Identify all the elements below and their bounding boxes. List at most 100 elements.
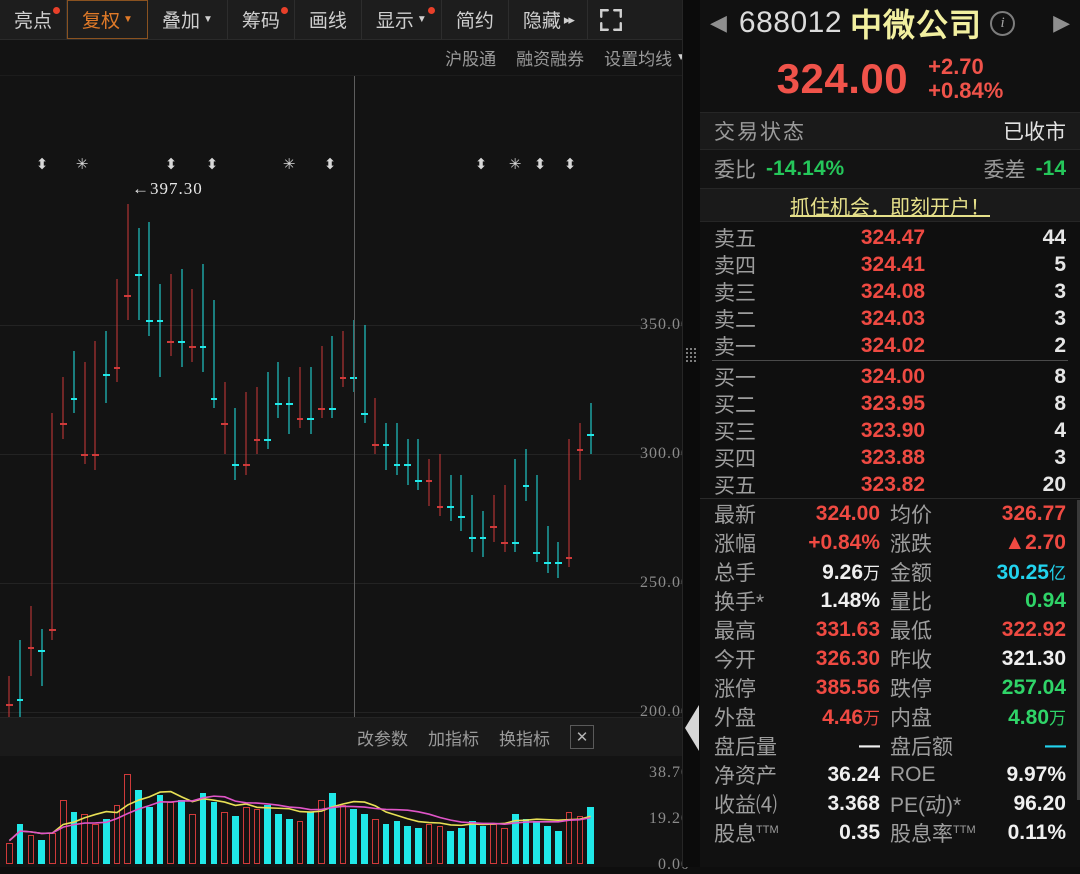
chart-event-marker-icon[interactable]: ✳ (75, 156, 89, 173)
double-arrow-right-icon: ▸▸ (563, 11, 575, 27)
toolbar-button-2[interactable]: 叠加 ▼ (148, 0, 228, 39)
crosshair-vertical (353, 76, 355, 717)
subbar-item-1[interactable]: 融资融券 (516, 45, 584, 70)
order-book-row-bid[interactable]: 买二 323.95 8 (700, 390, 1080, 417)
vertical-scrollbar[interactable] (1077, 500, 1080, 800)
chart-event-marker-icon[interactable]: ⬍ (474, 156, 488, 173)
toolbar-button-1[interactable]: 复权 ▼ (67, 0, 148, 39)
candlestick (587, 402, 594, 455)
chart-event-marker-icon[interactable]: ⬍ (533, 156, 547, 173)
order-book-level-label: 卖三 (714, 281, 756, 305)
subbar-item-2[interactable]: 设置均线▼ (604, 45, 686, 70)
add-indicator-button[interactable]: 加指标 (428, 729, 479, 749)
stats-label: 盘后量 (714, 735, 777, 759)
candle-body (70, 397, 78, 400)
order-book-row-ask[interactable]: 卖二 324.03 3 (700, 305, 1080, 332)
toolbar-button-3[interactable]: 筹码 (228, 0, 295, 39)
volume-axis-label: 38.70 (649, 763, 690, 781)
candle-wick (267, 371, 269, 450)
chart-event-marker-icon[interactable]: ⬍ (164, 156, 178, 173)
candle-wick (51, 413, 53, 640)
candle-body (511, 541, 519, 544)
order-book-level-label: 买三 (714, 420, 756, 444)
order-book-row-ask[interactable]: 卖一 324.02 2 (700, 332, 1080, 359)
candle-body (501, 541, 508, 544)
stats-label: 收益⑷ (714, 793, 777, 817)
subbar-item-0[interactable]: 沪股通 (445, 45, 496, 70)
candle-wick (41, 629, 43, 686)
chart-toolbar: 亮点 复权 ▼ 叠加 ▼ 筹码 画线 显示 ▼ 简约 隐藏 ▸▸ (0, 0, 700, 40)
candlestick (221, 382, 228, 455)
prev-arrow-icon[interactable]: ◀ (710, 10, 727, 35)
candle-wick (547, 526, 549, 573)
chart-event-marker-icon[interactable]: ✳ (282, 156, 296, 173)
chart-event-marker-icon[interactable]: ⬍ (563, 156, 577, 173)
toolbar-button-7[interactable]: 隐藏 ▸▸ (509, 0, 588, 39)
candlestick (102, 330, 110, 403)
candlestick (382, 423, 390, 470)
candle-body (458, 515, 465, 518)
price-axis-label: 350.00 (640, 316, 690, 334)
candlestick (16, 639, 24, 717)
volume-bar (587, 806, 594, 864)
order-book-row-ask[interactable]: 卖五 324.47 44 (700, 224, 1080, 251)
stats-value: +0.84% (808, 530, 880, 554)
order-book-row-bid[interactable]: 买三 323.90 4 (700, 417, 1080, 444)
chart-event-marker-icon[interactable]: ⬍ (323, 156, 337, 173)
stats-cell: 量比 0.94 (890, 586, 1066, 616)
toolbar-button-4[interactable]: 画线 (295, 0, 362, 39)
candle-wick (374, 397, 376, 455)
candlestick (565, 438, 573, 568)
order-book-row-bid[interactable]: 买一 324.00 8 (700, 363, 1080, 390)
order-book-row-ask[interactable]: 卖四 324.41 5 (700, 251, 1080, 278)
stats-cell: 最新 324.00 (714, 499, 890, 529)
candle-body (565, 557, 573, 560)
splitter-grip-icon[interactable] (686, 348, 698, 362)
candlestick-chart[interactable]: 350.00 300.00 250.00 200.00 ⬍ ✳ ⬍ ⬍ ✳ ⬍ ⬍ ✳ ⬍ ⬍ ←397.… (0, 76, 700, 717)
chart-event-marker-icon[interactable]: ⬍ (205, 156, 219, 173)
candlestick (232, 407, 239, 480)
volume-indicator-panel[interactable]: 改参数 加指标 换指标 ✕ 38.70 19.20 0.00 (0, 717, 700, 873)
chart-event-marker-icon[interactable]: ⬍ (35, 156, 49, 173)
candle-wick (579, 423, 581, 480)
open-account-promo-link[interactable]: 抓住机会，即刻开户！ (700, 188, 1080, 222)
candle-wick (245, 392, 247, 475)
collapse-arrow-icon[interactable] (685, 705, 699, 751)
candle-wick (202, 263, 204, 372)
candle-body (382, 443, 390, 446)
toolbar-button-6[interactable]: 简约 (442, 0, 509, 39)
stats-value: 0.11% (1007, 820, 1066, 844)
quote-panel: ◀ 688012 中微公司 i ▶ 324.00 +2.70 +0.84% 交易… (700, 0, 1080, 867)
next-arrow-icon[interactable]: ▶ (1053, 10, 1070, 35)
close-icon[interactable]: ✕ (570, 725, 594, 749)
fullscreen-icon[interactable] (588, 0, 634, 39)
stats-value: — (859, 733, 880, 757)
order-book-row-bid[interactable]: 买五 323.82 20 (700, 471, 1080, 498)
stats-label: 均价 (890, 503, 932, 527)
switch-indicator-button[interactable]: 换指标 (499, 729, 550, 749)
chart-event-marker-icon[interactable]: ✳ (508, 156, 522, 173)
candle-wick (353, 320, 355, 393)
stats-label: 量比 (890, 590, 932, 614)
stats-label: 今开 (714, 648, 756, 672)
toolbar-button-5[interactable]: 显示 ▼ (362, 0, 442, 39)
order-book-level-label: 买四 (714, 447, 756, 471)
info-icon[interactable]: i (990, 10, 1016, 36)
candlestick (533, 474, 541, 563)
order-book-qty: 2 (1054, 333, 1066, 357)
candle-body (576, 449, 584, 452)
candle-wick (84, 361, 86, 465)
order-book-row-bid[interactable]: 买四 323.88 3 (700, 444, 1080, 471)
candle-body (253, 438, 261, 441)
toolbar-button-0[interactable]: 亮点 (0, 0, 68, 39)
panel-splitter[interactable] (682, 0, 700, 867)
order-book-price: 324.03 (860, 306, 926, 330)
volume-axis-label: 19.20 (649, 810, 690, 828)
candle-body (124, 294, 132, 297)
candle-body (178, 340, 185, 343)
candlestick (242, 392, 250, 475)
order-book-row-ask[interactable]: 卖三 324.08 3 (700, 278, 1080, 305)
last-price: 324.00 (776, 55, 909, 102)
order-book-price: 323.95 (860, 391, 926, 415)
edit-params-button[interactable]: 改参数 (357, 729, 408, 749)
